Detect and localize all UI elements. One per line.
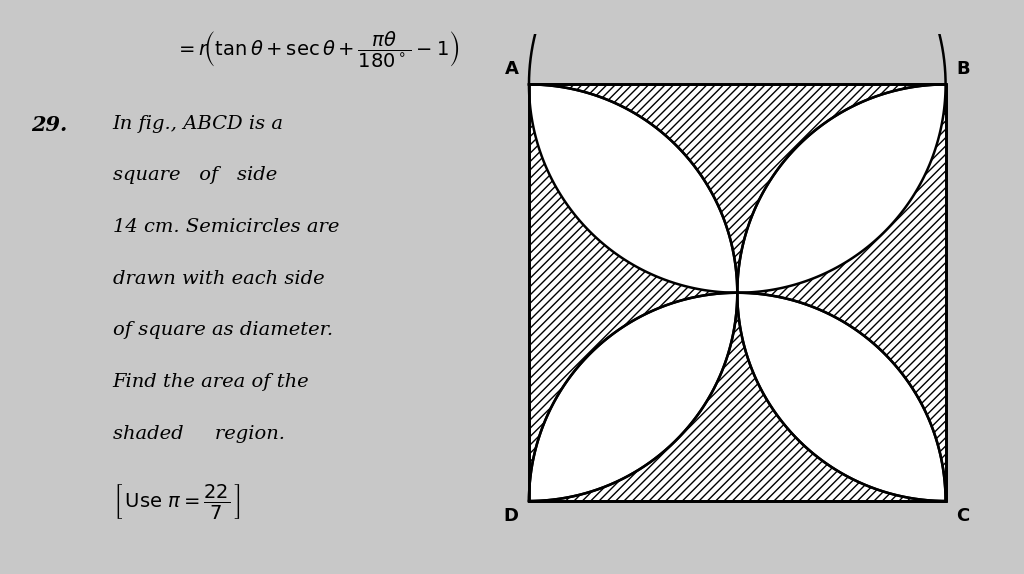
Polygon shape (737, 84, 945, 293)
Text: $= r\!\left(\tan\theta + \sec\theta + \dfrac{\pi\theta}{180^\circ} - 1\right)$: $= r\!\left(\tan\theta + \sec\theta + \d… (175, 29, 460, 69)
Text: Find the area of the: Find the area of the (113, 373, 309, 391)
Polygon shape (529, 84, 737, 293)
Polygon shape (529, 84, 945, 501)
Text: 14 cm. Semicircles are: 14 cm. Semicircles are (113, 218, 339, 236)
Text: In fig., ABCD is a: In fig., ABCD is a (113, 115, 284, 133)
Text: D: D (504, 507, 518, 525)
Text: shaded     region.: shaded region. (113, 425, 285, 443)
Text: square   of   side: square of side (113, 166, 276, 184)
Text: of square as diameter.: of square as diameter. (113, 321, 333, 339)
Text: $\left[\,\mathrm{Use}\ \pi = \dfrac{22}{7}\,\right]$: $\left[\,\mathrm{Use}\ \pi = \dfrac{22}{… (113, 482, 241, 521)
Polygon shape (737, 293, 945, 501)
Text: C: C (956, 507, 970, 525)
Text: B: B (956, 60, 970, 78)
Text: A: A (505, 60, 518, 78)
Text: drawn with each side: drawn with each side (113, 270, 325, 288)
Polygon shape (529, 293, 737, 501)
Text: 29.: 29. (31, 115, 67, 135)
